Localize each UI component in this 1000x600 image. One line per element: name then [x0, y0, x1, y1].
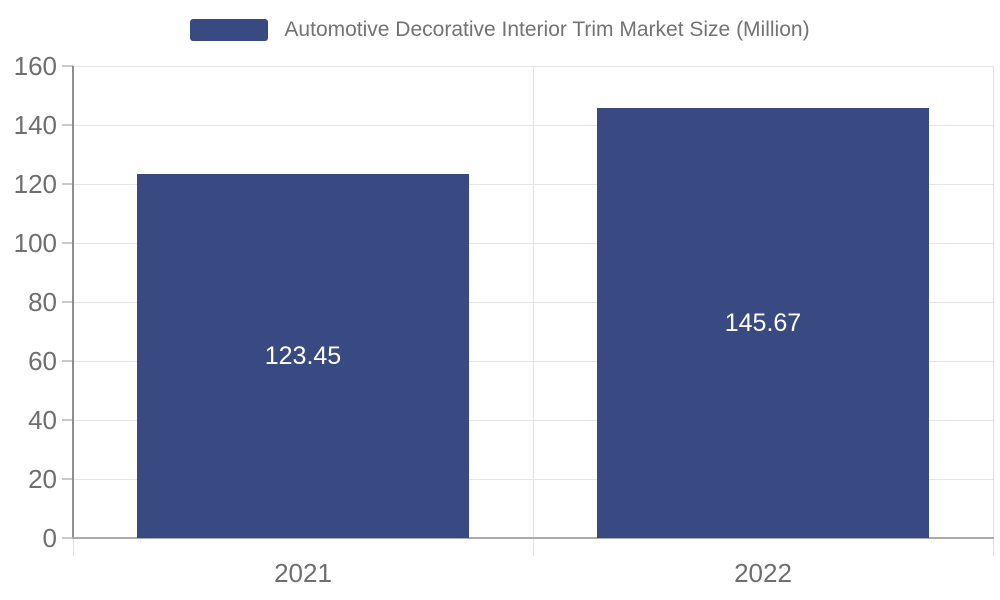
y-axis-tick-label: 0	[42, 523, 57, 553]
y-gridline	[73, 124, 993, 126]
y-axis-tick-label: 20	[28, 464, 57, 494]
x-axis-tick-label: 2021	[274, 558, 332, 588]
y-axis-tick	[62, 360, 73, 362]
y-axis-tick-label: 60	[28, 346, 57, 376]
y-axis-tick-label: 40	[28, 405, 57, 435]
y-axis-tick	[62, 419, 73, 421]
bar-2021	[136, 173, 470, 538]
category-split-line	[992, 66, 994, 556]
y-axis-tick	[62, 478, 73, 480]
y-gridline	[73, 183, 993, 185]
y-axis-tick-label: 120	[13, 169, 57, 199]
y-axis-tick	[62, 301, 73, 303]
y-axis-tick	[62, 124, 73, 126]
legend-label: Automotive Decorative Interior Trim Mark…	[284, 18, 810, 41]
y-gridline	[73, 360, 993, 362]
bar-2022	[596, 108, 930, 538]
legend-item[interactable]: Automotive Decorative Interior Trim Mark…	[190, 17, 810, 43]
y-axis-tick-label: 100	[13, 228, 57, 258]
legend: Automotive Decorative Interior Trim Mark…	[0, 17, 1000, 43]
y-axis-line	[72, 66, 74, 538]
x-axis-tick-label: 2022	[734, 558, 792, 588]
y-gridline	[73, 301, 993, 303]
y-gridline	[73, 65, 993, 67]
x-axis-line	[72, 537, 994, 539]
legend-swatch-icon	[190, 19, 269, 41]
bar-value-label: 123.45	[264, 341, 342, 370]
y-axis-tick	[62, 183, 73, 185]
y-gridline	[73, 478, 993, 480]
y-axis-tick	[62, 65, 73, 67]
y-axis-tick-label: 160	[13, 51, 57, 81]
y-axis-tick	[62, 537, 73, 539]
bar-value-label: 145.67	[724, 309, 802, 338]
y-gridline	[73, 242, 993, 244]
y-axis-tick-label: 140	[13, 110, 57, 140]
y-axis-tick-label: 80	[28, 287, 57, 317]
plot-area: 0 20 40 60 80 100 120 140 160 123.45 2021 145.67 202…	[14, 51, 994, 588]
y-axis-tick	[62, 242, 73, 244]
category-split-line	[532, 66, 534, 556]
y-gridline	[73, 419, 993, 421]
